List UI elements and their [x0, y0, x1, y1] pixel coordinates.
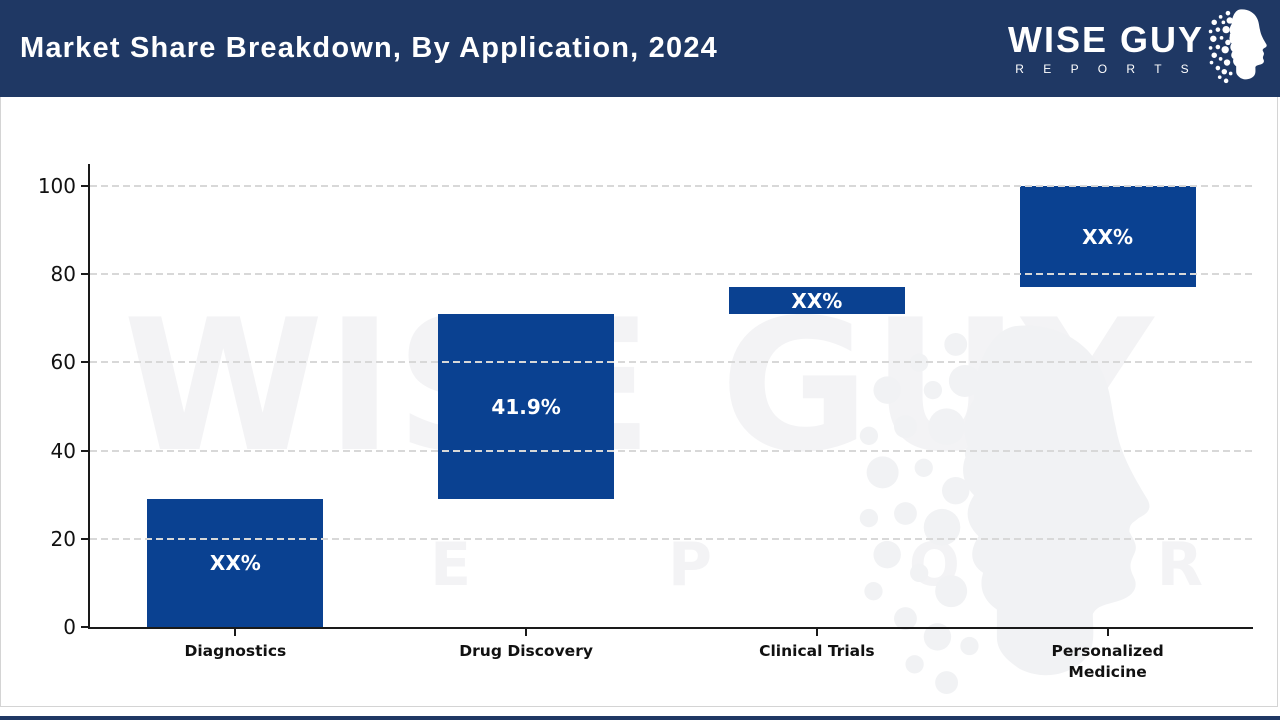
x-category-label: Diagnostics — [184, 642, 287, 660]
y-tick-label: 20 — [50, 526, 76, 551]
bar-diagnostics: XX% — [147, 499, 324, 627]
x-tick — [1106, 629, 1109, 636]
bar-personalized-medicine: XX% — [1019, 186, 1196, 288]
brand-logo-subtitle: R E P O R T S — [1015, 61, 1197, 76]
x-tick — [815, 629, 818, 636]
y-tick — [81, 537, 88, 540]
watermark-face-icon — [846, 317, 1166, 714]
y-tick — [81, 626, 88, 628]
y-tick-label: 80 — [50, 262, 76, 287]
bar-value-label: XX% — [209, 551, 261, 576]
bar-drug-discovery: 41.9% — [438, 314, 615, 500]
y-tick — [81, 449, 88, 452]
y-tick — [81, 185, 88, 188]
y-tick — [81, 361, 88, 364]
y-tick-label: 100 — [37, 174, 76, 199]
x-tick — [234, 629, 237, 636]
x-category-label: Drug Discovery — [459, 642, 593, 660]
y-tick-label: 0 — [63, 615, 76, 639]
y-tick-label: 60 — [50, 350, 76, 375]
x-tick — [525, 629, 528, 636]
bar-clinical-trials: XX% — [728, 287, 905, 315]
brand-face-icon — [1206, 7, 1270, 91]
footer-bar — [0, 716, 1280, 720]
brand-logo-name: WISE GUY — [1007, 18, 1204, 60]
chart-title: Market Share Breakdown, By Application, … — [20, 32, 718, 64]
brand-logo-text: WISE GUY R E P O R T S — [1007, 18, 1204, 76]
x-axis — [88, 627, 1253, 629]
bar-value-label: XX% — [1082, 224, 1134, 249]
x-category-label: Clinical Trials — [759, 642, 875, 660]
x-category-label: Personalized Medicine — [1051, 642, 1164, 681]
bar-value-label: XX% — [791, 288, 843, 313]
y-tick — [81, 273, 88, 276]
header-bar: Market Share Breakdown, By Application, … — [0, 0, 1280, 97]
bar-value-label: 41.9% — [491, 394, 561, 419]
y-axis — [88, 164, 90, 629]
brand-logo: WISE GUY R E P O R T S — [1008, 7, 1280, 91]
y-tick-label: 40 — [50, 438, 76, 463]
